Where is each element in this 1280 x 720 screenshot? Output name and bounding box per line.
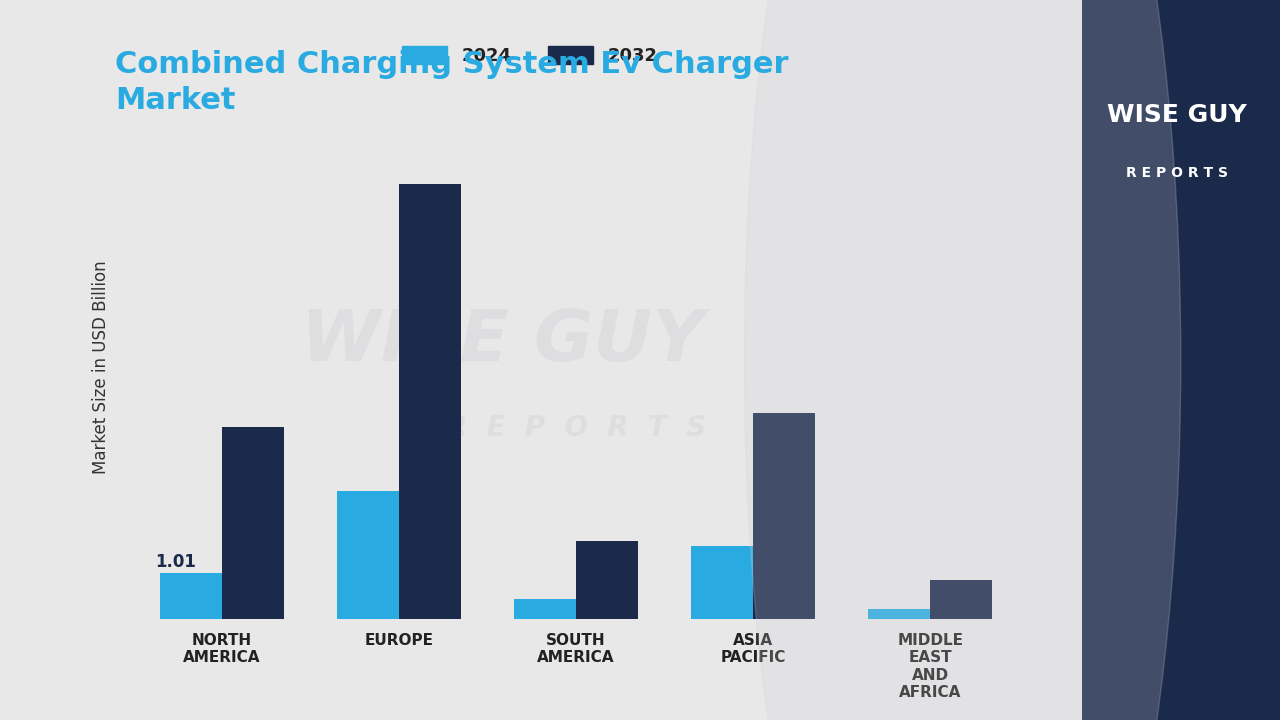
Text: 1.01: 1.01 [155, 553, 196, 571]
Text: WISE GUY: WISE GUY [301, 307, 704, 377]
Circle shape [744, 0, 1180, 720]
Bar [576, 541, 637, 619]
Bar [221, 427, 284, 619]
Bar [399, 184, 461, 619]
Legend: 2024, 2032: 2024, 2032 [396, 39, 664, 72]
Text: R E P O R T S: R E P O R T S [1126, 166, 1228, 180]
Bar [515, 598, 576, 619]
Bar [931, 580, 992, 619]
Bar [868, 609, 931, 619]
Text: R  E  P  O  R  T  S: R E P O R T S [445, 414, 707, 441]
Text: Combined Charging System Ev Charger
Market: Combined Charging System Ev Charger Mark… [115, 50, 788, 115]
Bar [160, 573, 221, 619]
Bar [691, 546, 753, 619]
Y-axis label: Market Size in USD Billion: Market Size in USD Billion [92, 261, 110, 474]
Text: WISE GUY: WISE GUY [1107, 103, 1247, 127]
Bar [753, 413, 815, 619]
Bar [337, 491, 399, 619]
